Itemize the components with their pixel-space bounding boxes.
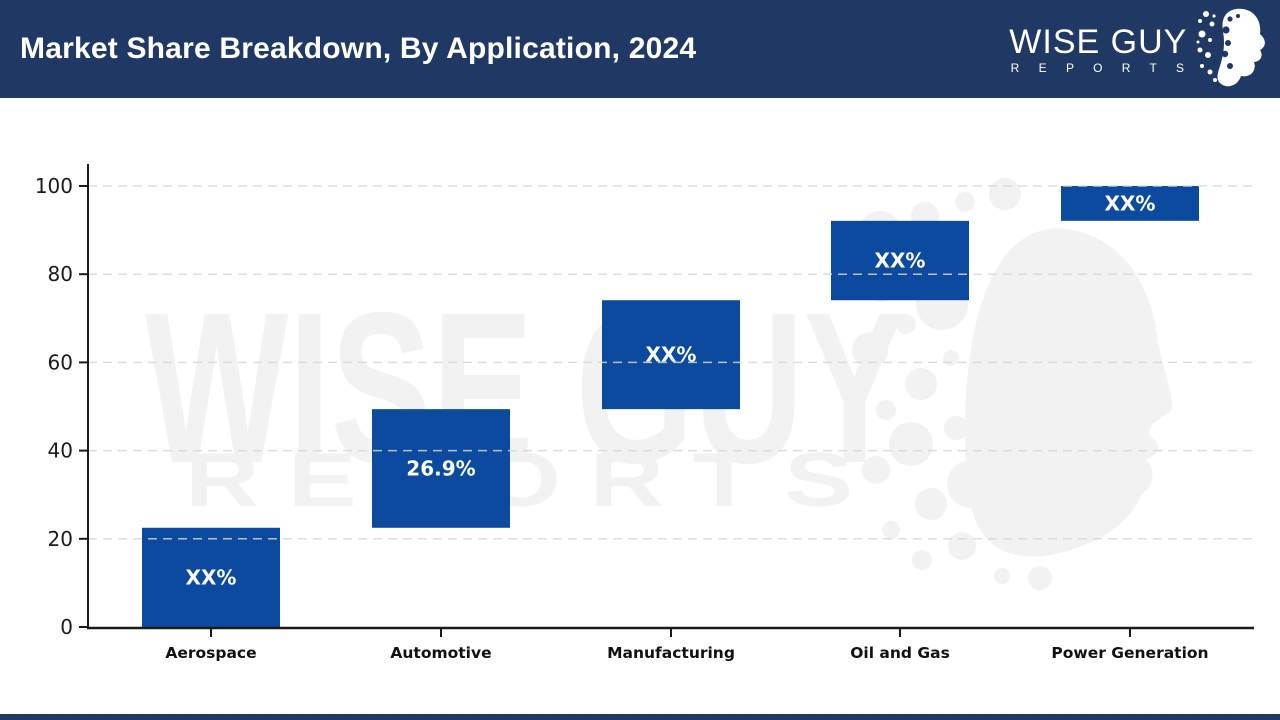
bar-label: 26.9% xyxy=(406,456,475,480)
x-category-label: Power Generation xyxy=(1051,644,1208,662)
x-category-label: Aerospace xyxy=(165,644,256,662)
bar-label: XX% xyxy=(1105,191,1156,215)
bar-aerospace xyxy=(142,527,280,627)
logo-brand-text: WISE GUY xyxy=(1009,22,1188,61)
bar-automotive xyxy=(372,409,510,528)
watermark: WISE GUY R E P O R T S xyxy=(145,178,1173,590)
y-tick-label: 60 xyxy=(48,350,73,374)
logo-face-icon xyxy=(1196,8,1265,87)
x-category-label: Oil and Gas xyxy=(850,644,950,662)
x-category-label: Automotive xyxy=(390,644,491,662)
bar-label: XX% xyxy=(875,249,926,273)
y-tick-label: 0 xyxy=(60,615,73,639)
y-tick-label: 20 xyxy=(48,527,73,551)
logo-sub-text: R E P O R T S xyxy=(1010,60,1192,75)
bar-power-generation xyxy=(1061,186,1199,221)
footer-bar xyxy=(0,714,1280,720)
bar-oil-and-gas xyxy=(831,220,969,301)
chart-area: WISE GUY R E P O R T S XX% 26.9% XX% XX% XX%… xyxy=(0,98,1280,714)
y-tick-label: 80 xyxy=(48,262,73,286)
bar-manufacturing xyxy=(602,300,740,410)
brand-logo: WISE GUY R E P O R T S xyxy=(1005,6,1266,92)
waterfall-chart: XX% 26.9% XX% XX% XX% 0 20 40 60 80 100 Aerospace Au… xyxy=(35,164,1256,662)
watermark-brand-text: WISE GUY xyxy=(145,267,905,508)
bar-label: XX% xyxy=(186,565,237,589)
bar-label: XX% xyxy=(646,343,697,367)
header: Market Share Breakdown, By Application, … xyxy=(0,0,1280,98)
y-tick-label: 40 xyxy=(48,439,73,463)
y-tick-label: 100 xyxy=(35,174,73,198)
logo-text: WISE GUY R E P O R T S xyxy=(1005,25,1192,74)
x-category-label: Manufacturing xyxy=(607,644,735,662)
page-title: Market Share Breakdown, By Application, … xyxy=(20,32,697,65)
watermark-sub-text: R E P O R T S xyxy=(185,438,853,523)
